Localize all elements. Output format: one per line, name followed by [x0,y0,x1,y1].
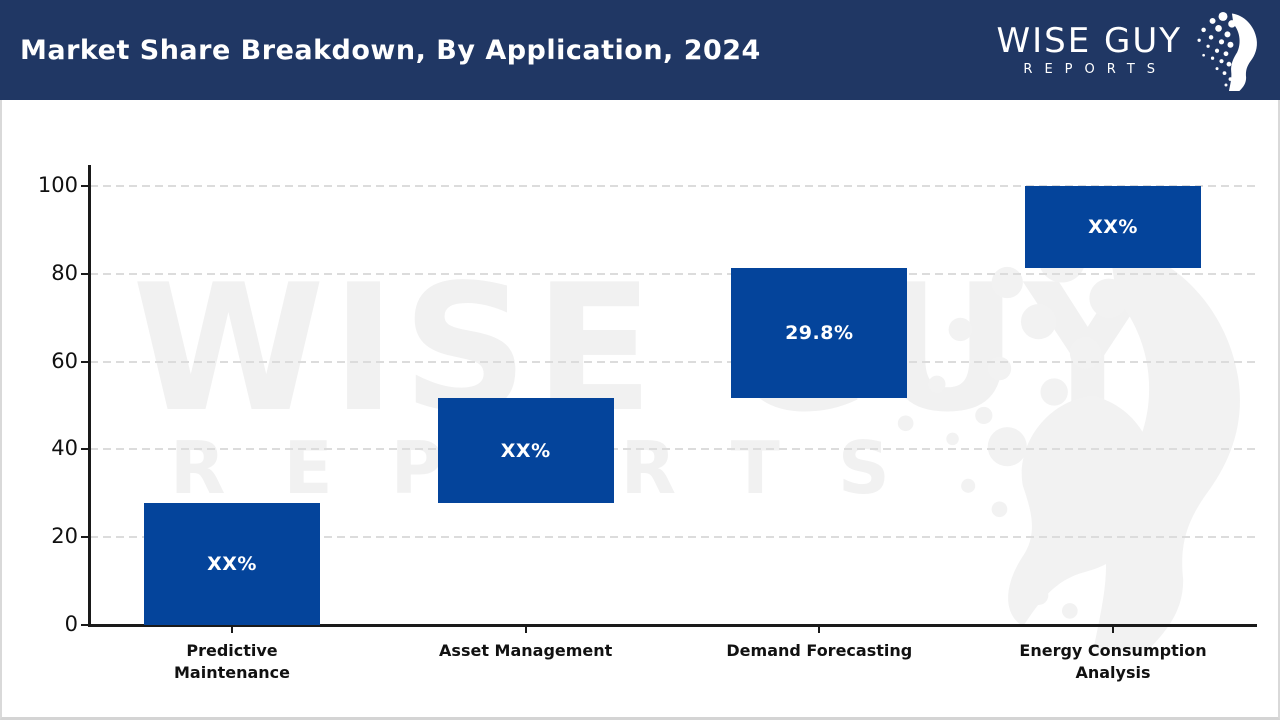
x-axis-label-energy-consumption-analysis: Energy Consumption Analysis [1019,641,1207,682]
bar-value-label: XX% [1088,216,1138,239]
bar-value-label: XX% [500,439,551,462]
y-tick-label-60: 60 [51,348,78,373]
gridline-80 [90,272,1257,275]
gridline-100 [90,185,1257,187]
y-tick-mark-80 [81,272,89,275]
app-header: Market Share Breakdown, By Application, … [0,0,1280,100]
bar-predictive-maintenance: XX% [144,502,320,625]
logo-subtitle: REPORTS [1023,61,1168,77]
x-tick-mark-predictive-maintenance [231,626,233,633]
logo-face-icon [1197,11,1257,91]
x-axis-label-predictive-maintenance: Predictive Maintenance [173,641,290,682]
y-tick-mark-40 [81,448,89,451]
x-axis-label-asset-management: Asset Management [439,641,613,660]
y-tick-label-80: 80 [51,260,78,285]
bar-demand-forecasting: 29.8% [731,267,908,399]
y-axis-line [88,165,91,626]
page-title: Market Share Breakdown, By Application, … [20,34,761,66]
x-axis-line [88,624,1257,627]
y-tick-mark-0 [81,624,89,626]
bar-energy-consumption-analysis: XX% [1025,186,1201,268]
y-tick-label-0: 0 [64,612,78,636]
y-tick-mark-60 [81,360,89,363]
y-tick-mark-100 [81,185,89,187]
y-tick-label-40: 40 [51,436,78,461]
bar-asset-management: XX% [437,398,614,504]
x-tick-mark-asset-management [524,626,527,633]
x-axis-label-demand-forecasting: Demand Forecasting [726,641,913,660]
gridline-60 [90,360,1257,363]
brand-logo: WISE GUY REPORTS [996,9,1262,91]
y-tick-mark-20 [81,536,89,539]
x-tick-mark-demand-forecasting [818,626,821,633]
gridline-40 [90,448,1257,451]
logo-text: WISE GUY REPORTS [996,24,1182,77]
y-tick-label-100: 100 [37,173,78,197]
bar-value-label: 29.8% [785,322,854,345]
x-tick-mark-energy-consumption-analysis [1112,626,1114,633]
bar-value-label: XX% [207,552,257,575]
logo-wordmark: WISE GUY [996,20,1182,61]
gridline-20 [90,536,1257,539]
watermark-face-icon [897,235,1240,650]
y-tick-label-20: 20 [51,524,78,549]
